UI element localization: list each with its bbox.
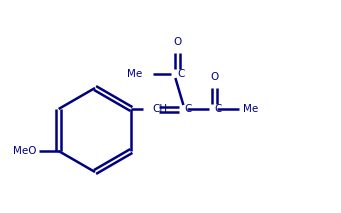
Text: O: O bbox=[173, 37, 181, 47]
Text: C: C bbox=[177, 69, 185, 79]
Text: Me: Me bbox=[243, 104, 258, 114]
Text: C: C bbox=[214, 104, 222, 114]
Text: CH: CH bbox=[152, 104, 167, 114]
Text: C: C bbox=[184, 104, 192, 114]
Text: MeO: MeO bbox=[13, 146, 36, 156]
Text: O: O bbox=[210, 72, 219, 82]
Text: Me: Me bbox=[127, 69, 143, 79]
